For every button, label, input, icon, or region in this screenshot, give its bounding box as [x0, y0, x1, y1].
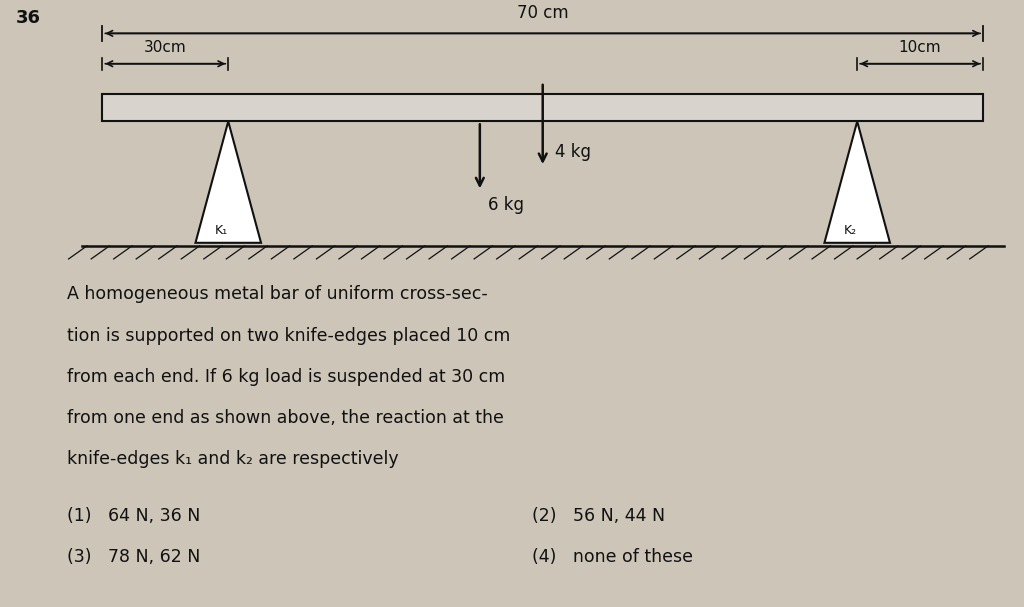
Text: 36: 36 [15, 9, 40, 27]
Text: 70 cm: 70 cm [517, 4, 568, 22]
Text: (1)   64 N, 36 N: (1) 64 N, 36 N [67, 507, 200, 525]
Text: (3)   78 N, 62 N: (3) 78 N, 62 N [67, 548, 200, 566]
Text: K₂: K₂ [844, 224, 857, 237]
Text: 30cm: 30cm [144, 40, 186, 55]
Text: (4)   none of these: (4) none of these [532, 548, 693, 566]
Polygon shape [196, 121, 261, 243]
Text: from each end. If 6 kg load is suspended at 30 cm: from each end. If 6 kg load is suspended… [67, 368, 505, 386]
Text: knife-edges k₁ and k₂ are respectively: knife-edges k₁ and k₂ are respectively [67, 450, 398, 469]
Text: tion is supported on two knife-edges placed 10 cm: tion is supported on two knife-edges pla… [67, 327, 510, 345]
Text: A homogeneous metal bar of uniform cross-sec-: A homogeneous metal bar of uniform cross… [67, 285, 487, 304]
Text: 6 kg: 6 kg [488, 196, 524, 214]
Text: K₁: K₁ [215, 224, 228, 237]
Text: 4 kg: 4 kg [555, 143, 591, 161]
Polygon shape [824, 121, 890, 243]
Text: from one end as shown above, the reaction at the: from one end as shown above, the reactio… [67, 409, 504, 427]
Text: 10cm: 10cm [899, 40, 941, 55]
Bar [102, 94, 983, 121]
Text: (2)   56 N, 44 N: (2) 56 N, 44 N [532, 507, 666, 525]
